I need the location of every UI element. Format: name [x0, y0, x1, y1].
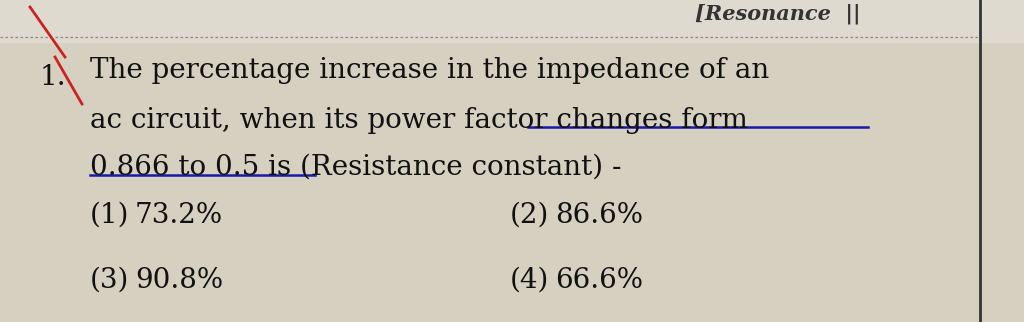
Text: The percentage increase in the impedance of an: The percentage increase in the impedance…: [90, 57, 769, 84]
Text: 73.2%: 73.2%: [135, 202, 223, 229]
Bar: [0, 0, 1024, 42]
Text: (1): (1): [90, 202, 129, 229]
Text: 0.866 to 0.5 is (Resistance constant) -: 0.866 to 0.5 is (Resistance constant) -: [90, 154, 622, 181]
Text: ac circuit, when its power factor changes form: ac circuit, when its power factor change…: [90, 107, 748, 134]
Text: (2): (2): [510, 202, 549, 229]
Text: 1.: 1.: [40, 64, 67, 91]
Text: 86.6%: 86.6%: [555, 202, 643, 229]
Text: (3): (3): [90, 267, 129, 294]
Text: [Resonance  ||: [Resonance ||: [695, 4, 860, 24]
Text: 90.8%: 90.8%: [135, 267, 223, 294]
Text: 66.6%: 66.6%: [555, 267, 643, 294]
Text: (4): (4): [510, 267, 549, 294]
